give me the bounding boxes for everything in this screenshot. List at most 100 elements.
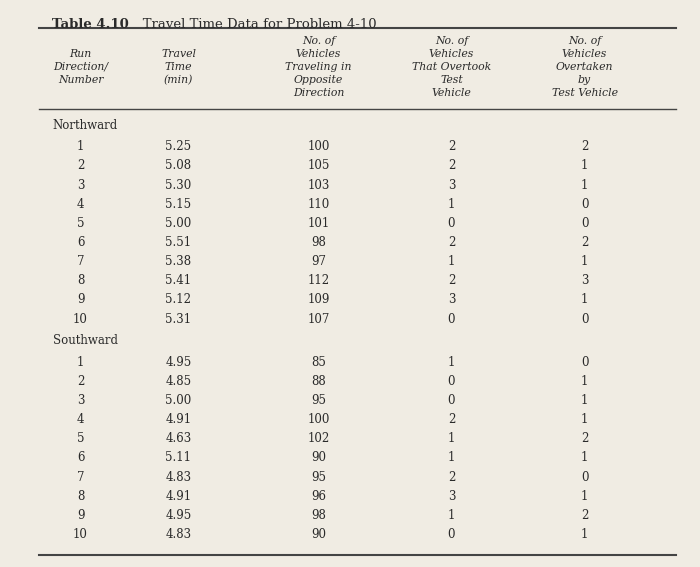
Text: 3: 3: [448, 490, 455, 503]
Text: 107: 107: [307, 312, 330, 325]
Text: 2: 2: [448, 413, 455, 426]
Text: 10: 10: [73, 312, 88, 325]
Text: 9: 9: [77, 294, 84, 307]
Text: Run
Direction/
Number: Run Direction/ Number: [53, 49, 108, 84]
Text: 10: 10: [73, 528, 88, 541]
Text: 5.00: 5.00: [165, 394, 192, 407]
Text: 1: 1: [581, 255, 588, 268]
Text: 5.51: 5.51: [165, 236, 192, 249]
Text: 100: 100: [307, 140, 330, 153]
Text: 1: 1: [77, 140, 84, 153]
Text: 0: 0: [581, 198, 588, 211]
Text: 2: 2: [448, 159, 455, 172]
Text: 1: 1: [448, 356, 455, 369]
Text: 102: 102: [307, 432, 330, 445]
Text: 1: 1: [581, 451, 588, 464]
Text: 3: 3: [77, 394, 84, 407]
Text: 2: 2: [448, 140, 455, 153]
Text: 1: 1: [581, 490, 588, 503]
Text: 4.83: 4.83: [165, 471, 192, 484]
Text: 4: 4: [77, 413, 84, 426]
Text: Northward: Northward: [52, 119, 118, 132]
Text: 3: 3: [581, 274, 588, 287]
Text: 5.30: 5.30: [165, 179, 192, 192]
Text: 5.12: 5.12: [165, 294, 192, 307]
Text: 96: 96: [311, 490, 326, 503]
Text: 0: 0: [581, 312, 588, 325]
Text: 4.83: 4.83: [165, 528, 192, 541]
Text: 0: 0: [448, 217, 455, 230]
Text: 1: 1: [77, 356, 84, 369]
Text: 101: 101: [307, 217, 330, 230]
Text: No. of
Vehicles
Traveling in
Opposite
Direction: No. of Vehicles Traveling in Opposite Di…: [286, 36, 351, 98]
Text: 6: 6: [77, 451, 84, 464]
Text: 5.11: 5.11: [165, 451, 192, 464]
Text: 4.63: 4.63: [165, 432, 192, 445]
Text: 1: 1: [581, 179, 588, 192]
Text: 0: 0: [448, 528, 455, 541]
Text: 5.41: 5.41: [165, 274, 192, 287]
Text: No. of
Vehicles
That Overtook
Test
Vehicle: No. of Vehicles That Overtook Test Vehic…: [412, 36, 491, 98]
Text: 0: 0: [581, 356, 588, 369]
Text: 6: 6: [77, 236, 84, 249]
Text: 7: 7: [77, 255, 84, 268]
Text: 4.85: 4.85: [165, 375, 192, 388]
Text: 90: 90: [311, 528, 326, 541]
Text: Southward: Southward: [52, 335, 118, 348]
Text: 4.95: 4.95: [165, 509, 192, 522]
Text: 2: 2: [448, 471, 455, 484]
Text: 5: 5: [77, 217, 84, 230]
Text: 2: 2: [448, 274, 455, 287]
Text: 95: 95: [311, 471, 326, 484]
Text: 98: 98: [311, 236, 326, 249]
Text: 1: 1: [448, 255, 455, 268]
Text: 1: 1: [448, 509, 455, 522]
Text: 2: 2: [77, 375, 84, 388]
Text: 95: 95: [311, 394, 326, 407]
Text: 0: 0: [448, 394, 455, 407]
Text: 0: 0: [581, 217, 588, 230]
Text: 5.00: 5.00: [165, 217, 192, 230]
Text: 4.95: 4.95: [165, 356, 192, 369]
Text: 1: 1: [581, 294, 588, 307]
Text: 4: 4: [77, 198, 84, 211]
Text: 5.25: 5.25: [165, 140, 192, 153]
Text: 4.91: 4.91: [165, 413, 192, 426]
Text: 98: 98: [311, 509, 326, 522]
Text: 0: 0: [448, 312, 455, 325]
Text: 100: 100: [307, 413, 330, 426]
Text: 85: 85: [311, 356, 326, 369]
Text: 3: 3: [448, 179, 455, 192]
Text: 5.08: 5.08: [165, 159, 192, 172]
Text: Travel
Time
(min): Travel Time (min): [161, 49, 196, 85]
Text: 3: 3: [77, 179, 84, 192]
Text: 97: 97: [311, 255, 326, 268]
Text: 0: 0: [581, 471, 588, 484]
Text: 1: 1: [448, 432, 455, 445]
Text: 5: 5: [77, 432, 84, 445]
Text: 8: 8: [77, 490, 84, 503]
Text: 5.38: 5.38: [165, 255, 192, 268]
Text: 1: 1: [448, 198, 455, 211]
Text: 2: 2: [581, 509, 588, 522]
Text: 2: 2: [581, 236, 588, 249]
Text: 88: 88: [311, 375, 326, 388]
Text: 103: 103: [307, 179, 330, 192]
Text: 1: 1: [581, 159, 588, 172]
Text: 5.15: 5.15: [165, 198, 192, 211]
Text: 4.91: 4.91: [165, 490, 192, 503]
Text: 7: 7: [77, 471, 84, 484]
Text: 1: 1: [448, 451, 455, 464]
Text: 3: 3: [448, 294, 455, 307]
Text: 1: 1: [581, 394, 588, 407]
Text: 0: 0: [448, 375, 455, 388]
Text: 2: 2: [77, 159, 84, 172]
Text: 112: 112: [307, 274, 330, 287]
Text: 90: 90: [311, 451, 326, 464]
Text: 5.31: 5.31: [165, 312, 192, 325]
Text: 105: 105: [307, 159, 330, 172]
Text: 1: 1: [581, 375, 588, 388]
Text: 9: 9: [77, 509, 84, 522]
Text: 2: 2: [581, 140, 588, 153]
Text: 1: 1: [581, 413, 588, 426]
